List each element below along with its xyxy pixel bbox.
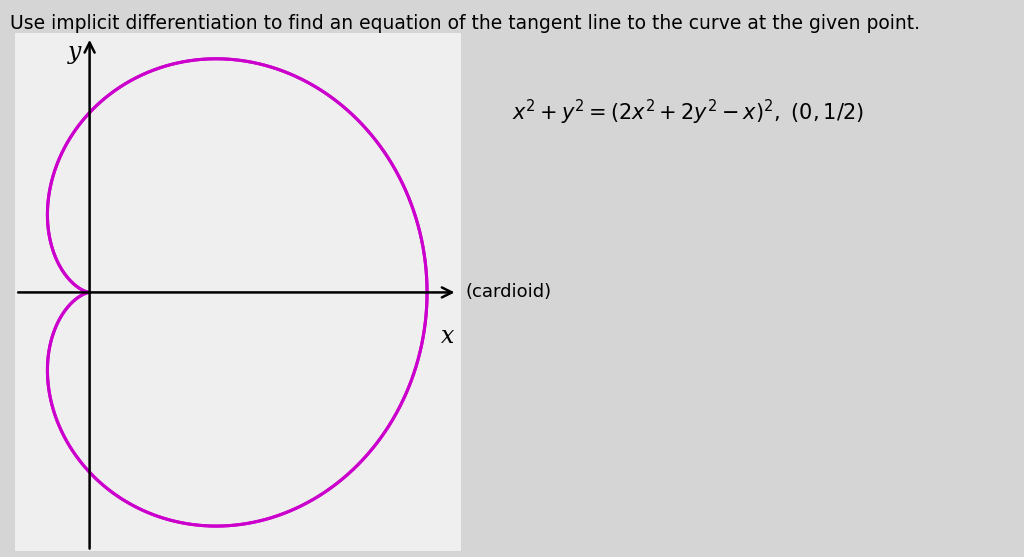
Text: y: y [68,41,81,63]
Text: $x^2 + y^2 = (2x^2 + 2y^2 - x)^2, \  (0, 1/2)$: $x^2 + y^2 = (2x^2 + 2y^2 - x)^2, \ (0, … [512,97,864,126]
Text: x: x [440,325,454,348]
Text: (cardioid): (cardioid) [466,284,552,301]
Text: Use implicit differentiation to find an equation of the tangent line to the curv: Use implicit differentiation to find an … [10,14,921,33]
